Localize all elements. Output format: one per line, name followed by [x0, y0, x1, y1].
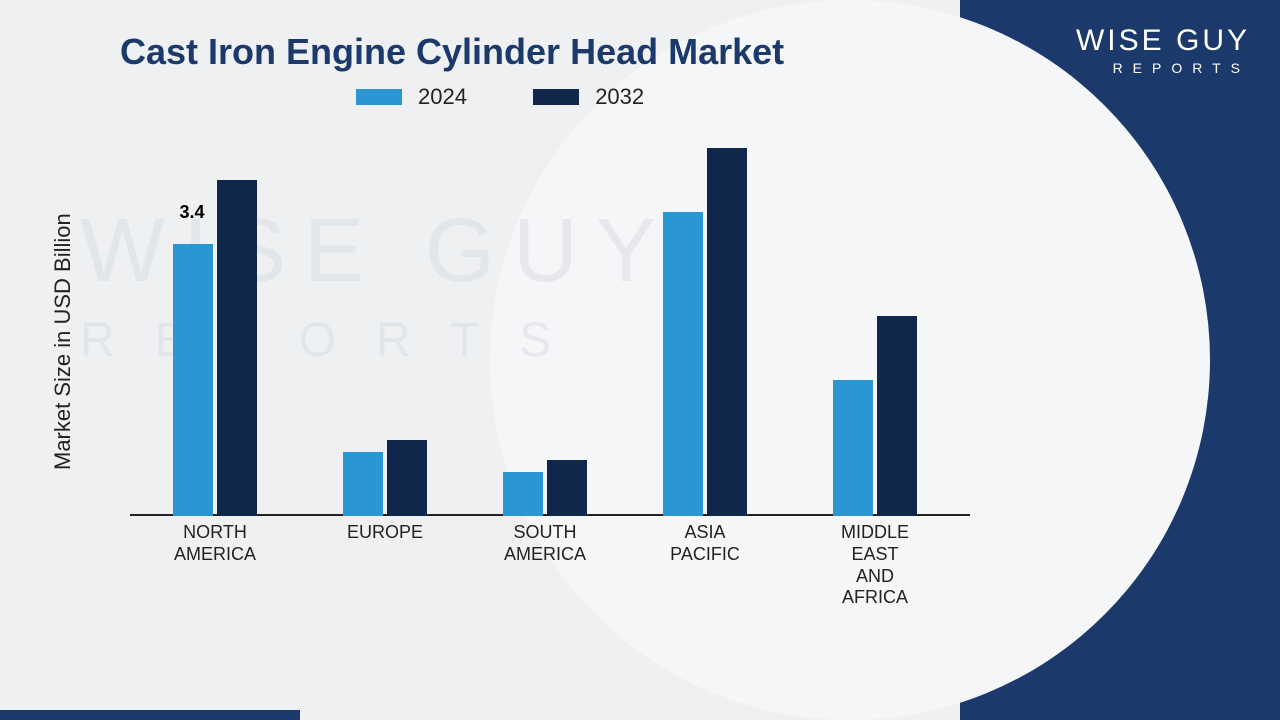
bar-2024 [173, 244, 213, 516]
legend-swatch-2032 [533, 89, 579, 105]
bar-group [650, 148, 760, 516]
x-axis-category-label: NORTHAMERICA [150, 522, 280, 565]
x-axis-category-label: ASIAPACIFIC [640, 522, 770, 565]
plot-area: 3.4 [130, 116, 970, 516]
bar-group [330, 440, 440, 516]
chart-title: Cast Iron Engine Cylinder Head Market [120, 30, 900, 73]
brand-line1: WISE GUY [1076, 24, 1250, 58]
bar-group [490, 460, 600, 516]
y-axis-label: Market Size in USD Billion [50, 213, 76, 470]
bar-2024 [503, 472, 543, 516]
legend-swatch-2024 [356, 89, 402, 105]
x-axis-category-label: SOUTHAMERICA [480, 522, 610, 565]
x-axis-category-label: EUROPE [320, 522, 450, 544]
bar-2032 [387, 440, 427, 516]
bar-2032 [547, 460, 587, 516]
bottom-accent-bar [0, 710, 300, 720]
bar-2024 [343, 452, 383, 516]
chart-legend: 2024 2032 [120, 83, 940, 110]
bar-2024 [663, 212, 703, 516]
legend-label-2032: 2032 [595, 84, 644, 109]
brand-logo: WISE GUY REPORTS [1076, 24, 1250, 76]
chart-area: Cast Iron Engine Cylinder Head Market 20… [0, 0, 960, 720]
bar-2032 [217, 180, 257, 516]
brand-line2: REPORTS [1076, 60, 1250, 76]
bar-2024 [833, 380, 873, 516]
bar-value-label: 3.4 [179, 202, 204, 223]
x-axis-category-label: MIDDLEEASTANDAFRICA [810, 522, 940, 608]
bar-group: 3.4 [160, 180, 270, 516]
bar-group [820, 316, 930, 516]
legend-label-2024: 2024 [418, 84, 467, 109]
bar-2032 [877, 316, 917, 516]
bar-2032 [707, 148, 747, 516]
